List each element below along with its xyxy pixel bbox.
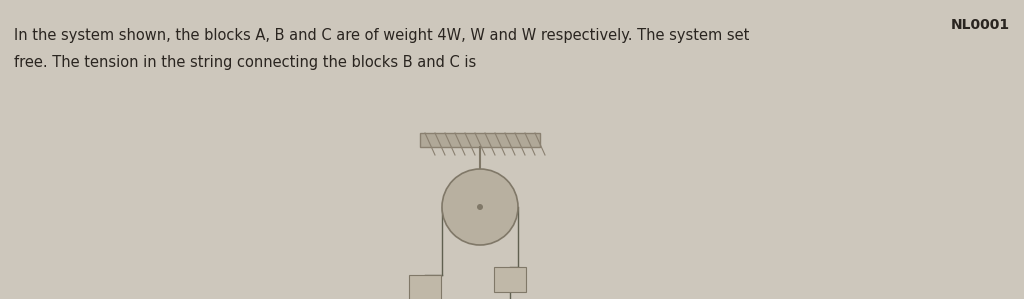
Text: A: A: [422, 283, 428, 292]
Bar: [409, 275, 441, 299]
Circle shape: [442, 169, 518, 245]
Bar: [420, 133, 540, 147]
Text: In the system shown, the blocks A, B and C are of weight 4W, W and W respectivel: In the system shown, the blocks A, B and…: [14, 28, 750, 43]
Bar: [494, 267, 526, 292]
Circle shape: [477, 204, 483, 210]
Text: free. The tension in the string connecting the blocks B and C is: free. The tension in the string connecti…: [14, 55, 476, 70]
Text: NL0001: NL0001: [951, 18, 1010, 32]
Text: B: B: [507, 274, 513, 285]
